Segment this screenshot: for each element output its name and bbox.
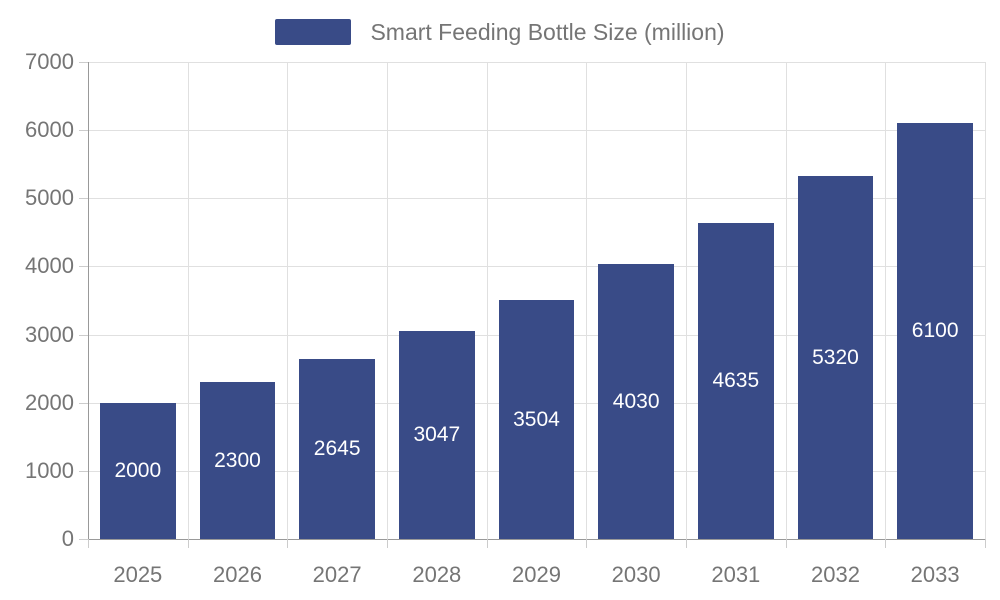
x-axis-line [88,539,985,540]
bar-value-label: 2300 [214,448,261,472]
y-axis-tick [79,539,88,540]
gridline-vertical [287,62,289,539]
bar-2025[interactable]: 2000 [99,402,176,539]
x-axis-tick [287,539,289,548]
y-axis-tick [79,130,88,132]
x-axis-tick [486,539,488,548]
x-axis-tick-label: 2032 [811,562,860,587]
gridline-vertical [785,62,787,539]
bar-2031[interactable]: 4635 [697,223,774,539]
bar-2028[interactable]: 3047 [398,331,475,539]
gridline-vertical [885,62,887,539]
x-axis-tick [885,539,887,548]
x-axis-tick [785,539,787,548]
y-axis-tick-label: 3000 [25,321,74,347]
x-axis-tick [387,539,388,548]
bar-2029[interactable]: 3504 [498,300,575,539]
y-axis-tick-label: 7000 [25,49,74,74]
bar-value-label: 2000 [114,458,162,482]
y-axis-tick [79,62,88,63]
x-axis-tick [686,539,687,548]
y-axis-tick [79,470,88,472]
x-axis-tick-label: 2031 [711,562,761,587]
bar-value-label: 4635 [712,369,760,393]
plot-area: 2000 2300 2645 3047 3504 4030 4635 5320 6100 [88,62,986,540]
x-axis-tick [187,539,189,548]
gridline-horizontal [88,198,985,200]
y-axis-tick-label: 4000 [25,253,74,279]
gridline-vertical [187,62,189,539]
gridline-vertical [686,62,687,539]
x-axis-tick-label: 2026 [213,562,262,587]
bar-2033[interactable]: 6100 [897,123,974,539]
y-axis-tick [79,334,88,336]
legend-label: Smart Feeding Bottle Size (million) [370,19,725,45]
bar-2032[interactable]: 5320 [797,176,874,539]
bar-2026[interactable]: 2300 [199,382,276,539]
gridline-vertical [985,62,986,539]
gridline-horizontal [88,62,985,63]
y-axis-tick [79,266,88,268]
legend-item[interactable]: Smart Feeding Bottle Size (million) [0,19,1000,45]
bar-value-label: 5320 [812,345,859,369]
x-axis-tick-label: 2027 [312,562,362,587]
x-axis-tick-label: 2030 [611,562,661,587]
x-axis-tick [88,539,89,548]
bar-value-label: 6100 [911,319,959,343]
gridline-horizontal [88,266,985,268]
y-axis-tick [79,198,88,200]
bar-2030[interactable]: 4030 [598,264,675,539]
y-axis-tick-label: 0 [61,526,74,551]
bar-2027[interactable]: 2645 [299,358,376,539]
y-axis-tick-label: 2000 [25,389,74,415]
gridline-vertical [387,62,388,539]
y-axis-tick-label: 6000 [25,117,74,143]
x-axis-tick-label: 2033 [910,562,960,587]
gridline-vertical [586,62,588,539]
x-axis-tick [985,539,986,548]
gridline-horizontal [88,130,985,132]
bar-value-label: 3504 [513,407,560,431]
x-axis-tick [586,539,588,548]
y-axis-line [88,62,89,539]
x-axis-tick-label: 2025 [113,562,163,587]
bar-value-label: 4030 [612,389,660,413]
y-axis-tick-label: 5000 [25,185,74,211]
x-axis-tick-label: 2028 [412,562,462,587]
bar-value-label: 2645 [313,436,361,460]
y-axis-tick-label: 1000 [25,457,74,483]
legend-swatch-icon [275,19,352,45]
y-axis-tick [79,402,88,404]
gridline-vertical [486,62,488,539]
bar-value-label: 3047 [413,423,461,447]
x-axis-tick-label: 2029 [512,562,561,587]
